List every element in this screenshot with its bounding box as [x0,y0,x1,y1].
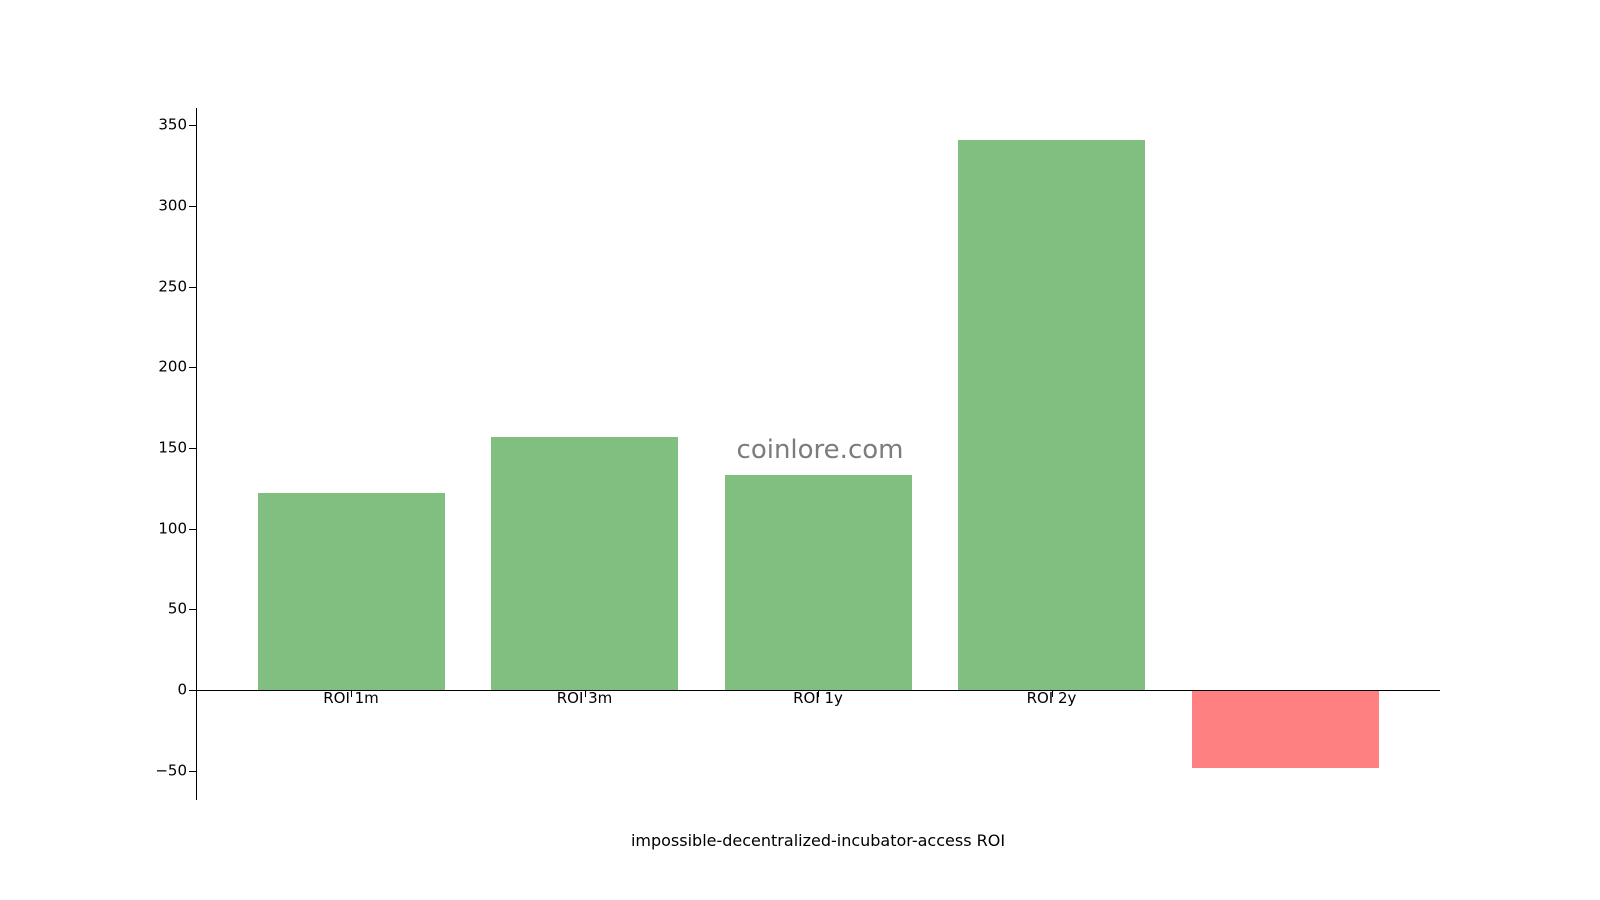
y-tick-mark-100 [189,528,196,530]
x-tick-label-roi-1y: ROI 1y [793,689,843,707]
y-tick-mark-350 [189,125,196,127]
watermark-text: coinlore.com [736,435,904,465]
x-tick-label-roi-1m: ROI 1m [323,689,379,707]
x-tick-mark-roi-1y [818,690,819,697]
x-tick-label-roi-2y: ROI 2y [1026,689,1077,707]
y-tick-mark-200 [189,367,196,369]
x-tick-mark-roi-1m [351,690,352,697]
y-tick-label-350: 350 [158,115,187,134]
y-tick-mark-300 [189,206,196,208]
y-tick-label-0: 0 [177,680,187,699]
y-tick-label-150: 150 [158,438,187,457]
bar-roi-3m [491,436,678,690]
y-tick-mark-0 [189,690,196,691]
y-axis-line [196,108,197,800]
bar-roi-1y [724,475,912,690]
y-tick-mark-50 [189,609,196,611]
y-tick-label-200: 200 [158,357,187,376]
y-tick-label--50: −50 [155,761,187,780]
y-tick-label-50: 50 [167,599,187,618]
y-tick-mark-250 [189,286,196,288]
y-tick-label-250: 250 [158,277,187,296]
y-tick-mark-150 [189,448,196,450]
y-tick-label-300: 300 [158,196,187,215]
x-tick-mark-roi-3m [584,690,586,697]
y-tick-label-100: 100 [158,519,187,538]
chart-title: impossible-decentralized-incubator-acces… [630,831,1006,850]
bar-roi-1m [257,493,445,690]
x-tick-label-roi-3m: ROI 3m [556,689,613,707]
bar-roi-2y [958,140,1145,690]
x-tick-mark-roi-2y [1051,690,1053,697]
y-tick-mark--50 [189,770,196,772]
bar-unlabeled-5 [1191,691,1379,769]
